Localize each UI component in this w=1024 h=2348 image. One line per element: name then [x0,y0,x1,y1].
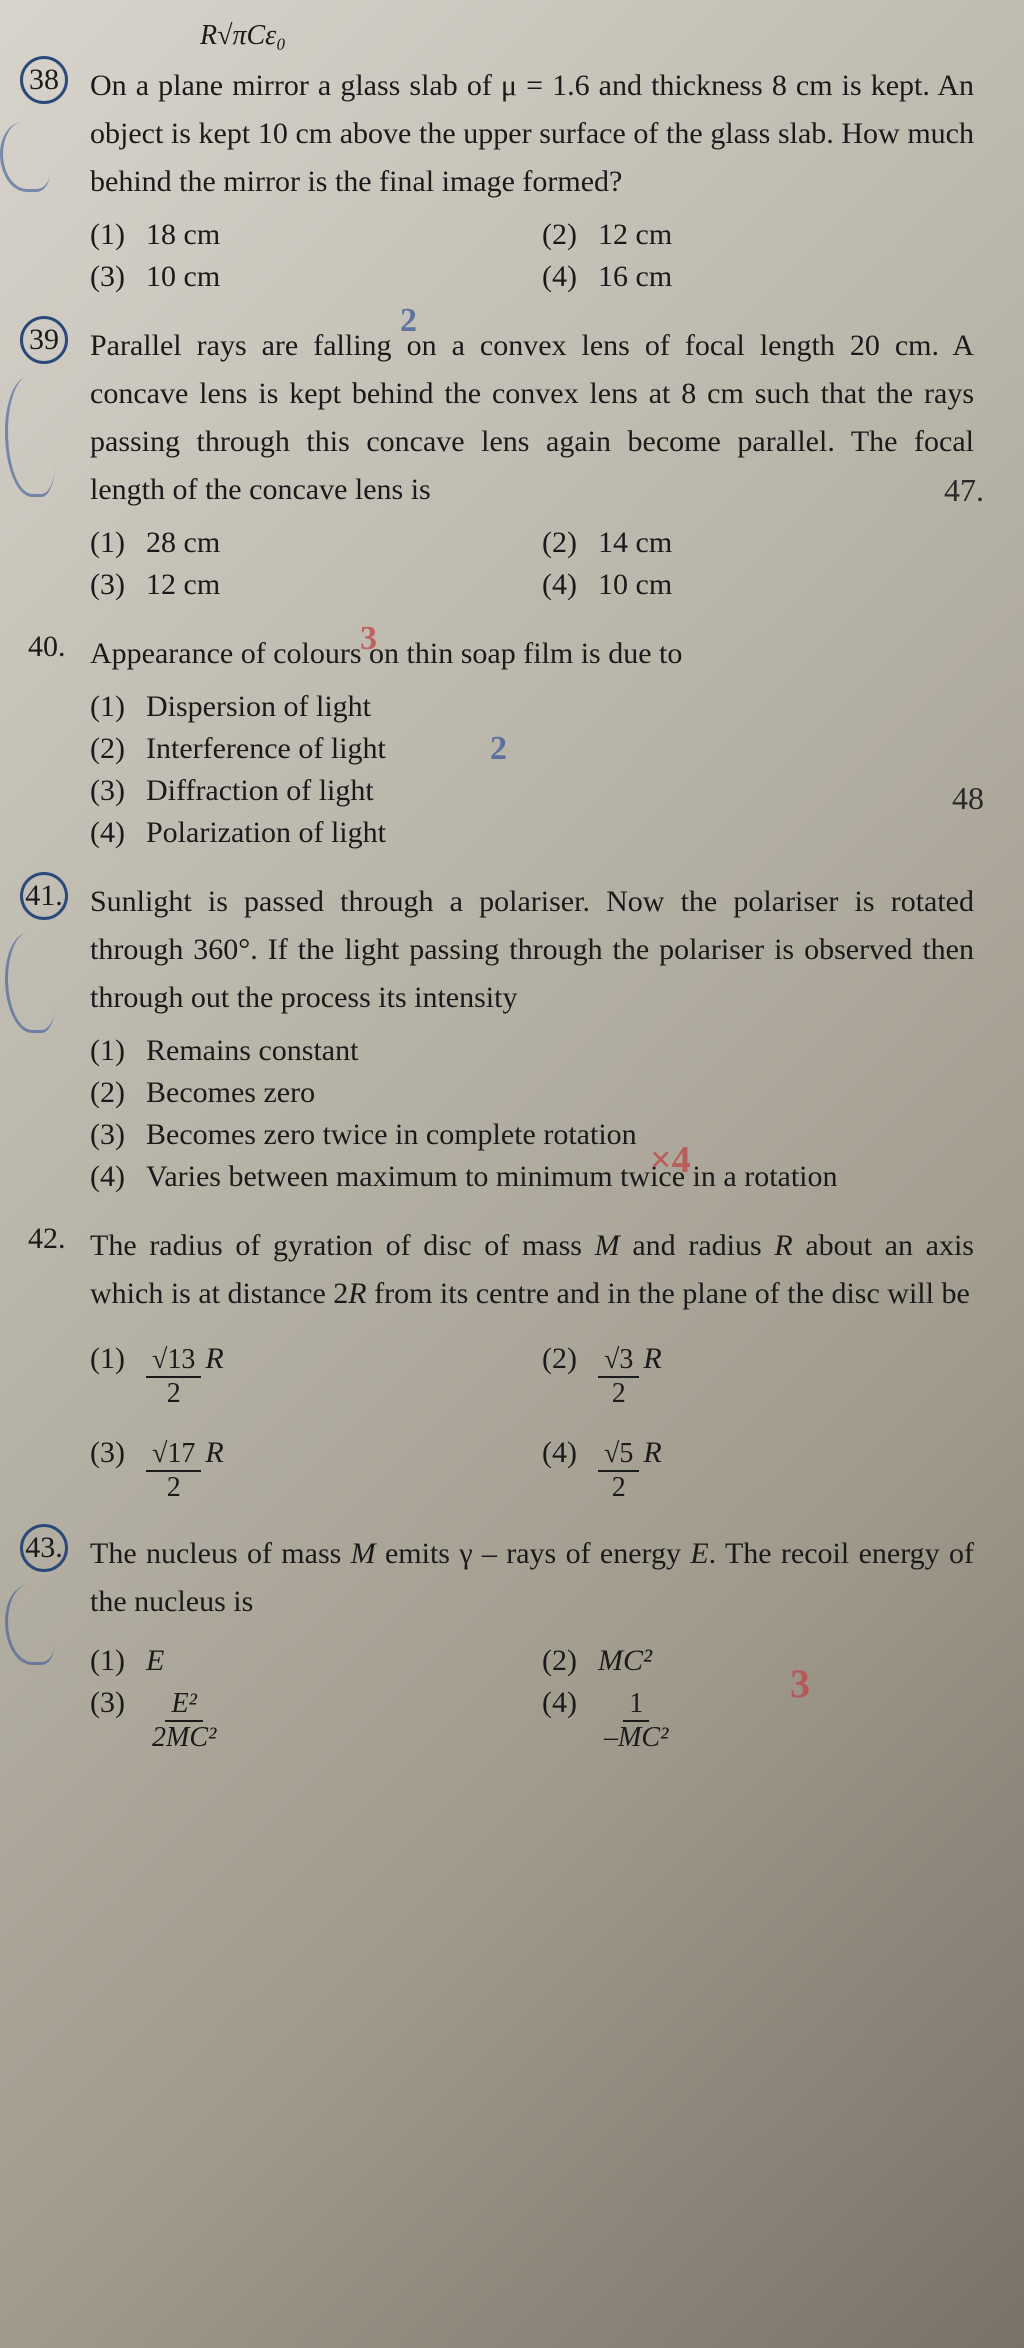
question-text: On a plane mirror a glass slab of μ = 1.… [90,62,974,206]
option-1: (1)Remains constant [90,1034,974,1068]
question-text: The radius of gyration of disc of mass M… [90,1222,974,1318]
option-2: (2)12 cm [542,218,974,252]
option-2: (2)14 cm [542,526,974,560]
pen-annotation: 2 [490,730,507,768]
option-3: (3)Diffraction of light [90,774,974,808]
options: (1)28 cm (2)14 cm (3)12 cm (4)10 cm [90,526,974,602]
question-41: 41. Sunlight is passed through a polaris… [90,878,974,1194]
question-38: 38 On a plane mirror a glass slab of μ =… [90,62,974,294]
question-40: 40. Appearance of colours on thin soap f… [90,630,974,850]
question-number: 39 [20,316,68,364]
option-2: (2) √32 R [542,1342,974,1408]
question-43: 43. The nucleus of mass M emits γ – rays… [90,1530,974,1752]
formula-top: R√πCε₀ [200,20,974,52]
option-3: (3) √172 R [90,1436,522,1502]
option-4: (4)Varies between maximum to minimum twi… [90,1160,974,1194]
option-1: (1)18 cm [90,218,522,252]
margin-number: 48 [952,780,984,817]
option-4: (4) √52 R [542,1436,974,1502]
pen-annotation: ×4 [650,1138,691,1182]
pen-doodle [5,1585,55,1665]
page-container: R√πCε₀ 38 On a plane mirror a glass slab… [0,0,1024,1800]
options: (1)E (2)MC² (3) E²2MC² (4) 1–MC² [90,1644,974,1752]
option-2: (2)Interference of light [90,732,974,766]
question-number: 40. [28,630,66,664]
question-text: Sunlight is passed through a polariser. … [90,878,974,1022]
pen-doodle [0,122,50,192]
option-4: (4)Polarization of light [90,816,974,850]
options: (1) √132 R (2) √32 R (3) √172 R (4) √52 … [90,1342,974,1502]
option-2: (2)Becomes zero [90,1076,974,1110]
question-number: 43. [20,1524,68,1572]
question-number: 41. [20,872,68,920]
question-text: Parallel rays are falling on a convex le… [90,322,974,514]
option-1: (1)28 cm [90,526,522,560]
pen-annotation: 3 [790,1660,810,1707]
question-text: Appearance of colours on thin soap film … [90,630,974,678]
option-3: (3)10 cm [90,260,522,294]
question-number: 38 [20,56,68,104]
option-3: (3)Becomes zero twice in complete rotati… [90,1118,974,1152]
option-1: (1)E [90,1644,522,1678]
question-text: The nucleus of mass M emits γ – rays of … [90,1530,974,1626]
option-4: (4)10 cm [542,568,974,602]
option-3: (3) E²2MC² [90,1686,522,1752]
option-1: (1) √132 R [90,1342,522,1408]
question-42: 42. The radius of gyration of disc of ma… [90,1222,974,1502]
option-4: (4)16 cm [542,260,974,294]
margin-number: 47. [944,472,984,509]
options: (1)18 cm (2)12 cm (3)10 cm (4)16 cm [90,218,974,294]
option-3: (3)12 cm [90,568,522,602]
options: (1)Remains constant (2)Becomes zero (3)B… [90,1034,974,1194]
pen-doodle [5,377,55,497]
options: (1)Dispersion of light (2)Interference o… [90,690,974,850]
question-39: 39 Parallel rays are falling on a convex… [90,322,974,602]
option-2: (2)MC² [542,1644,974,1678]
pen-doodle [5,933,55,1033]
option-4: (4) 1–MC² [542,1686,974,1752]
question-number: 42. [28,1222,66,1256]
option-1: (1)Dispersion of light [90,690,974,724]
